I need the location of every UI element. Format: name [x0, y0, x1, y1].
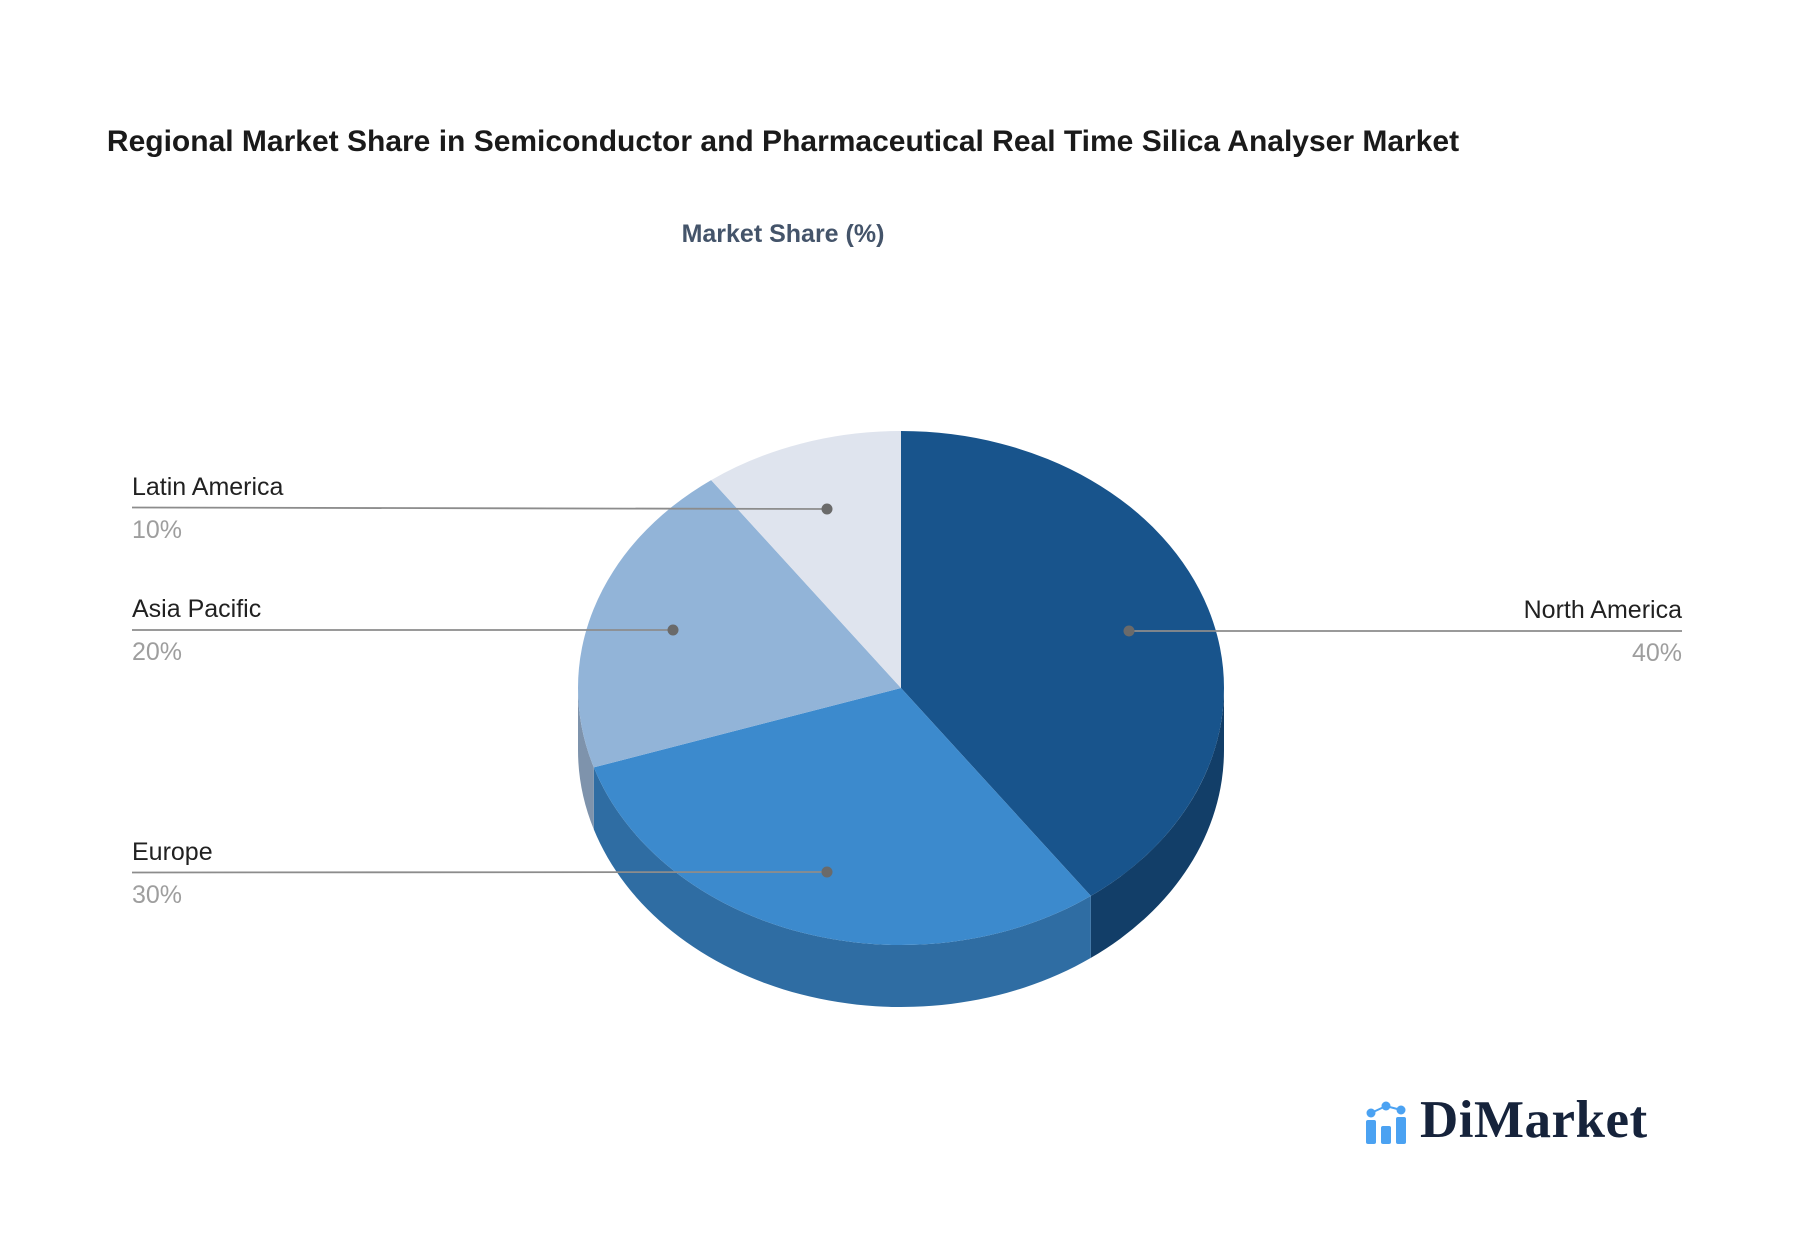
- leader-line-europe: [131, 871, 828, 874]
- chart-title: Regional Market Share in Semiconductor a…: [106, 125, 1460, 158]
- pie-slice-asia-pacific: [578, 480, 901, 768]
- pie-side-north-america: [1090, 688, 1224, 958]
- leader-dot-north-america: [1123, 625, 1135, 637]
- logo-text: DiMarket: [1420, 1091, 1648, 1149]
- pie-side-asia-pacific: [578, 688, 594, 830]
- pie-slice-north-america: [901, 431, 1224, 896]
- leader-dot-europe: [821, 866, 833, 878]
- dimarket-logo: DiMarket: [1364, 1091, 1648, 1149]
- leader-line-latin-america: [131, 506, 828, 510]
- leader-dot-latin-america: [821, 503, 833, 515]
- pie-slice-europe: [593, 688, 1091, 945]
- leader-dot-asia-pacific: [667, 624, 679, 636]
- pie-side-europe: [593, 767, 1091, 1007]
- bar-chart-trend-icon: [1366, 1101, 1406, 1144]
- pie-slice-latin-america: [711, 431, 901, 688]
- chart-subtitle: Market Share (%): [681, 220, 885, 248]
